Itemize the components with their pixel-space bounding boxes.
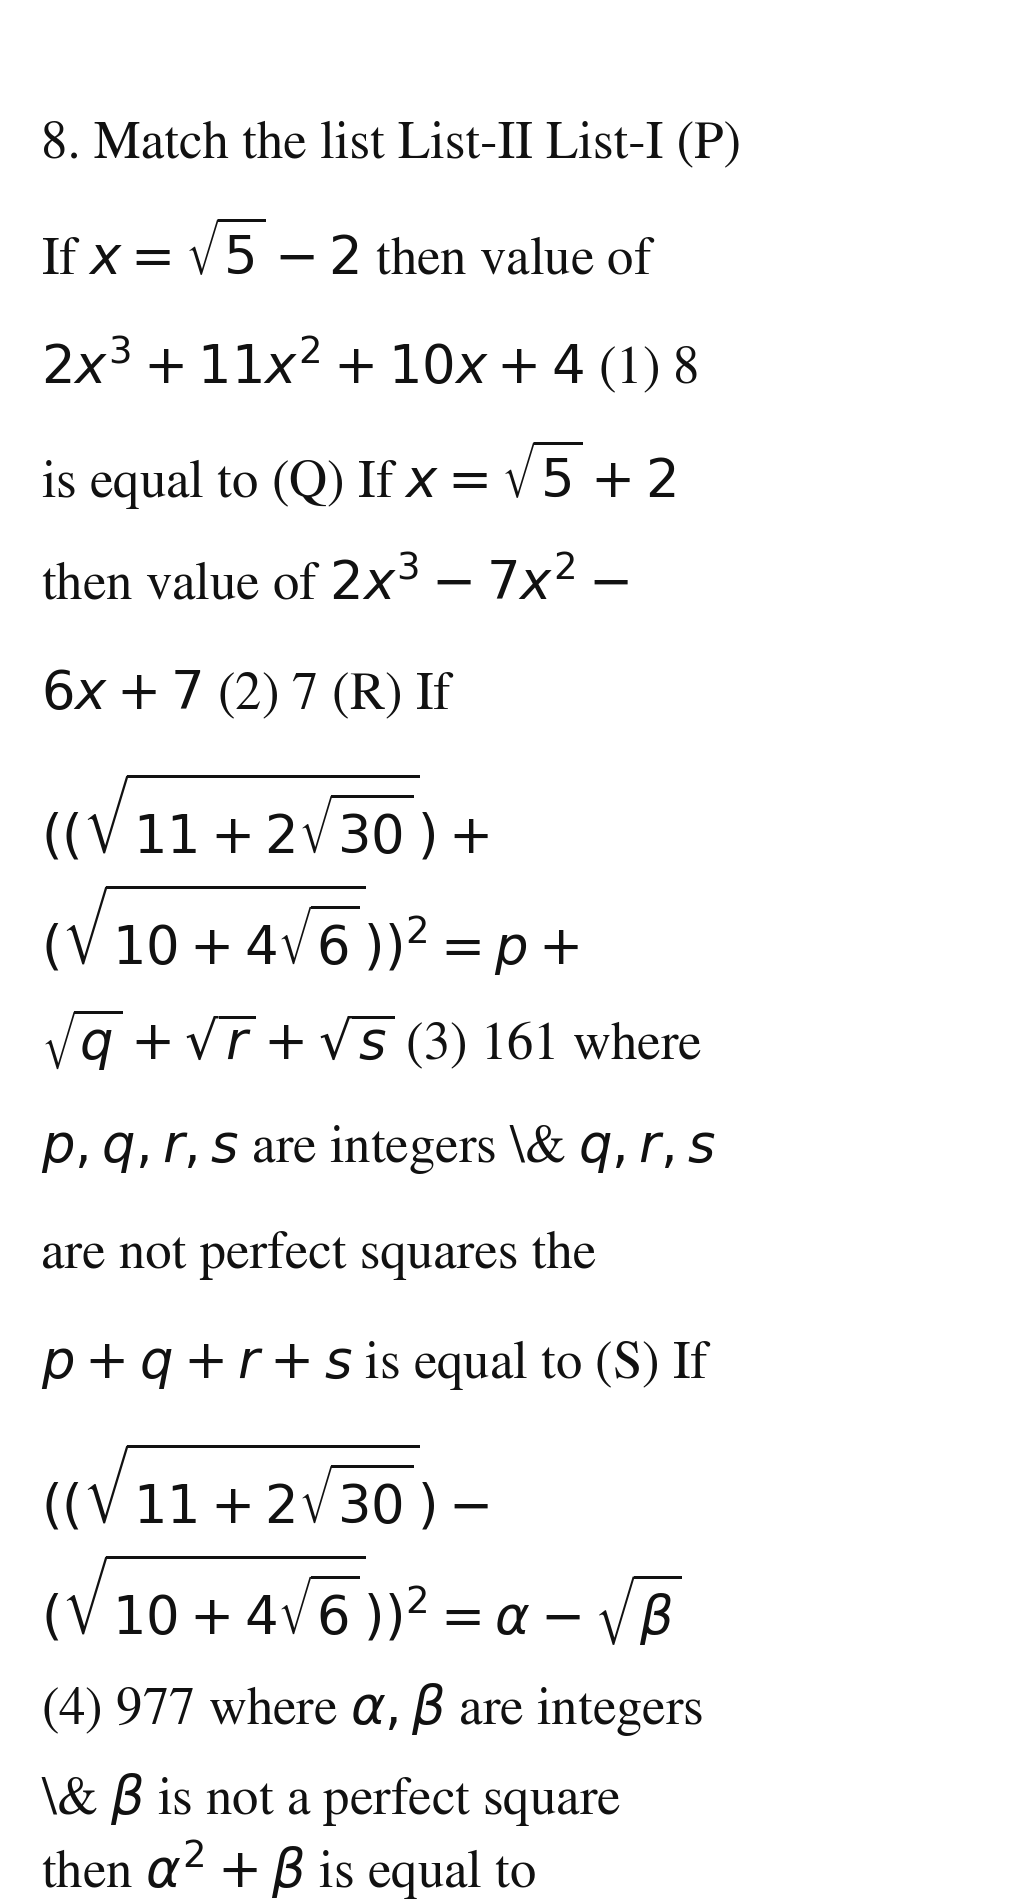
Text: 8. Match the list List-II List-I (P): 8. Match the list List-II List-I (P) [41, 120, 741, 169]
Text: then value of $2x^3 - 7x^2 -$: then value of $2x^3 - 7x^2 -$ [41, 559, 630, 612]
Text: (4) 977 where $\alpha, \beta$ are integers: (4) 977 where $\alpha, \beta$ are intege… [41, 1682, 703, 1738]
Text: $((\sqrt{11 + 2\sqrt{30}}) -$: $((\sqrt{11 + 2\sqrt{30}}) -$ [41, 1444, 489, 1535]
Text: is equal to (Q) If $x = \sqrt{5} + 2$: is equal to (Q) If $x = \sqrt{5} + 2$ [41, 437, 675, 513]
Text: $p, q, r, s$ are integers \& $q, r, s$: $p, q, r, s$ are integers \& $q, r, s$ [41, 1123, 716, 1176]
Text: $(\sqrt{10 + 4\sqrt{6}}))^2 = p +$: $(\sqrt{10 + 4\sqrt{6}}))^2 = p +$ [41, 882, 580, 978]
Text: If $x = \sqrt{5} - 2$ then value of: If $x = \sqrt{5} - 2$ then value of [41, 224, 655, 287]
Text: $2x^3 + 11x^2 + 10x + 4$ (1) 8: $2x^3 + 11x^2 + 10x + 4$ (1) 8 [41, 334, 698, 395]
Text: then $\alpha^2 + \beta$ is equal to: then $\alpha^2 + \beta$ is equal to [41, 1837, 536, 1900]
Text: \& $\beta$ is not a perfect square: \& $\beta$ is not a perfect square [41, 1771, 621, 1828]
Text: $\sqrt{q} + \sqrt{r} + \sqrt{s}$ (3) 161 where: $\sqrt{q} + \sqrt{r} + \sqrt{s}$ (3) 161… [41, 1007, 702, 1073]
Text: are not perfect squares the: are not perfect squares the [41, 1231, 596, 1279]
Text: $(\sqrt{10 + 4\sqrt{6}}))^2 = \alpha - \sqrt{\beta}$: $(\sqrt{10 + 4\sqrt{6}}))^2 = \alpha - \… [41, 1552, 682, 1647]
Text: $((\sqrt{11 + 2\sqrt{30}}) +$: $((\sqrt{11 + 2\sqrt{30}}) +$ [41, 775, 489, 866]
Text: $6x + 7$ (2) 7 (R) If: $6x + 7$ (2) 7 (R) If [41, 669, 455, 722]
Text: $p + q + r + s$ is equal to (S) If: $p + q + r + s$ is equal to (S) If [41, 1338, 713, 1393]
